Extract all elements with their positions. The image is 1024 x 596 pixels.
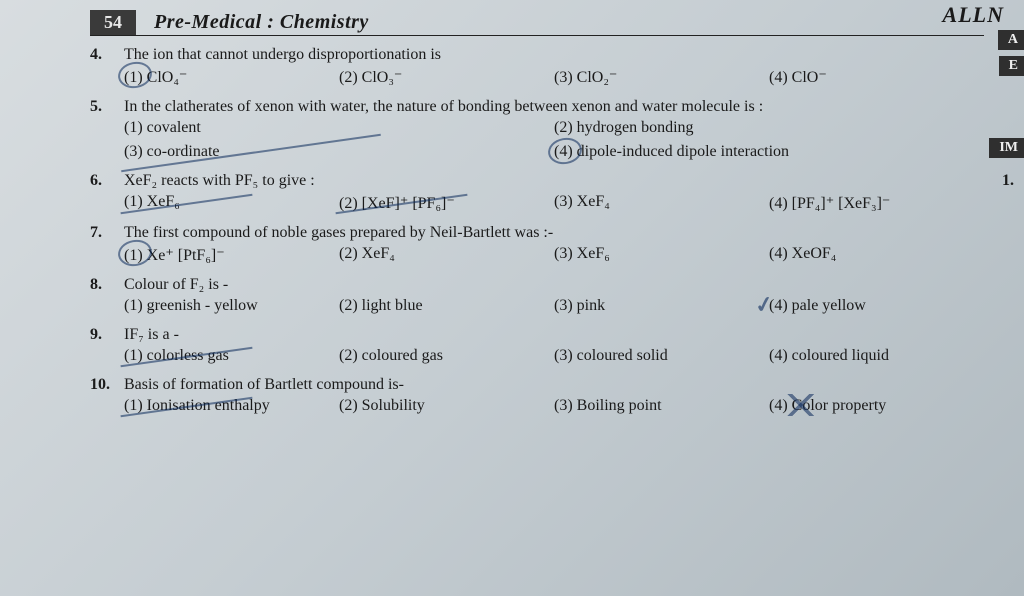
q4-opt4: (4) ClO⁻	[769, 64, 984, 90]
q8-opt3: (3) pink	[554, 294, 769, 318]
q10-opt3: (3) Boiling point	[554, 394, 769, 418]
q10-options: (1) Ionisation enthalpy (2) Solubility (…	[124, 394, 984, 418]
q5-opt3: (3) co-ordinate	[124, 140, 554, 164]
q8-opt2: (2) light blue	[339, 294, 554, 318]
q4-opt3: (3) ClO₂⁻	[554, 64, 769, 90]
q8-opt1: (1) greenish - yellow	[124, 294, 339, 318]
q-text: The ion that cannot undergo disproportio…	[124, 46, 984, 64]
q-text: The first compound of noble gases prepar…	[124, 224, 984, 242]
page-number: 54	[90, 10, 136, 35]
q6-opt3: (3) XeF₄	[554, 190, 769, 216]
side-number: 1.	[1002, 172, 1014, 190]
q6-opt4: (4) [PF₄]⁺ [XeF₃]⁻	[769, 190, 984, 216]
q4-opt1: (1) ClO₄⁻	[124, 64, 339, 90]
q5-opt4: (4) dipole-induced dipole interaction	[554, 140, 984, 164]
question-5: 5. In the clatherates of xenon with wate…	[90, 98, 984, 164]
question-8: 8. Colour of F₂ is - (1) greenish - yell…	[90, 276, 984, 318]
q-text: Basis of formation of Bartlett compound …	[124, 376, 984, 394]
q-text: IF₇ is a -	[124, 326, 984, 344]
q9-options: (1) colorless gas (2) coloured gas (3) c…	[124, 344, 984, 368]
q7-opt1: (1) Xe⁺ [PtF₆]⁻	[124, 242, 339, 268]
q10-opt2: (2) Solubility	[339, 394, 554, 418]
q9-opt4: (4) coloured liquid	[769, 344, 984, 368]
q-num: 9.	[90, 326, 124, 344]
q9-opt3: (3) coloured solid	[554, 344, 769, 368]
question-9: 9. IF₇ is a - (1) colorless gas (2) colo…	[90, 326, 984, 368]
q6-options: (1) XeF₆ (2) [XeF]⁺ [PF₆]⁻ (3) XeF₄ (4) …	[124, 190, 984, 216]
q-text: XeF₂ reacts with PF₅ to give :	[124, 172, 984, 190]
q5-opt1: (1) covalent	[124, 116, 554, 140]
q9-opt1: (1) colorless gas	[124, 344, 339, 368]
q9-opt2: (2) coloured gas	[339, 344, 554, 368]
q10-opt4: (4) Color property	[769, 394, 984, 418]
question-4: 4. The ion that cannot undergo dispropor…	[90, 46, 984, 90]
brand-label: ALLN	[943, 2, 1004, 28]
page-container: 54 Pre-Medical : Chemistry ALLN 4. The i…	[0, 0, 1024, 432]
edge-tab-im: IM	[989, 138, 1024, 158]
header-title: Pre-Medical : Chemistry	[154, 11, 369, 34]
q10-opt1: (1) Ionisation enthalpy	[124, 394, 339, 418]
q4-options: (1) ClO₄⁻ (2) ClO₃⁻ (3) ClO₂⁻ (4) ClO⁻	[124, 64, 984, 90]
q7-opt3: (3) XeF₆	[554, 242, 769, 268]
q-text: Colour of F₂ is -	[124, 276, 984, 294]
q-num: 6.	[90, 172, 124, 190]
q8-options: (1) greenish - yellow (2) light blue (3)…	[124, 294, 984, 318]
question-7: 7. The first compound of noble gases pre…	[90, 224, 984, 268]
q5-options: (1) covalent (2) hydrogen bonding (3) co…	[124, 116, 984, 164]
q7-options: (1) Xe⁺ [PtF₆]⁻ (2) XeF₄ (3) XeF₆ (4) Xe…	[124, 242, 984, 268]
q-num: 10.	[90, 376, 124, 394]
q5-opt2: (2) hydrogen bonding	[554, 116, 984, 140]
q-text: In the clatherates of xenon with water, …	[124, 98, 984, 116]
q7-opt2: (2) XeF₄	[339, 242, 554, 268]
question-10: 10. Basis of formation of Bartlett compo…	[90, 376, 984, 418]
header-row: 54 Pre-Medical : Chemistry ALLN	[90, 10, 984, 36]
q-num: 4.	[90, 46, 124, 64]
edge-tab-e: E	[999, 56, 1024, 76]
q4-opt2: (2) ClO₃⁻	[339, 64, 554, 90]
q7-opt4: (4) XeOF₄	[769, 242, 984, 268]
question-6: 6. XeF₂ reacts with PF₅ to give : (1) Xe…	[90, 172, 984, 216]
q-num: 8.	[90, 276, 124, 294]
q6-opt2: (2) [XeF]⁺ [PF₆]⁻	[339, 190, 554, 216]
q6-opt1: (1) XeF₆	[124, 190, 339, 216]
edge-tab-a: A	[998, 30, 1024, 50]
q8-opt4: (4) pale yellow	[769, 294, 984, 318]
q-num: 7.	[90, 224, 124, 242]
q-num: 5.	[90, 98, 124, 116]
